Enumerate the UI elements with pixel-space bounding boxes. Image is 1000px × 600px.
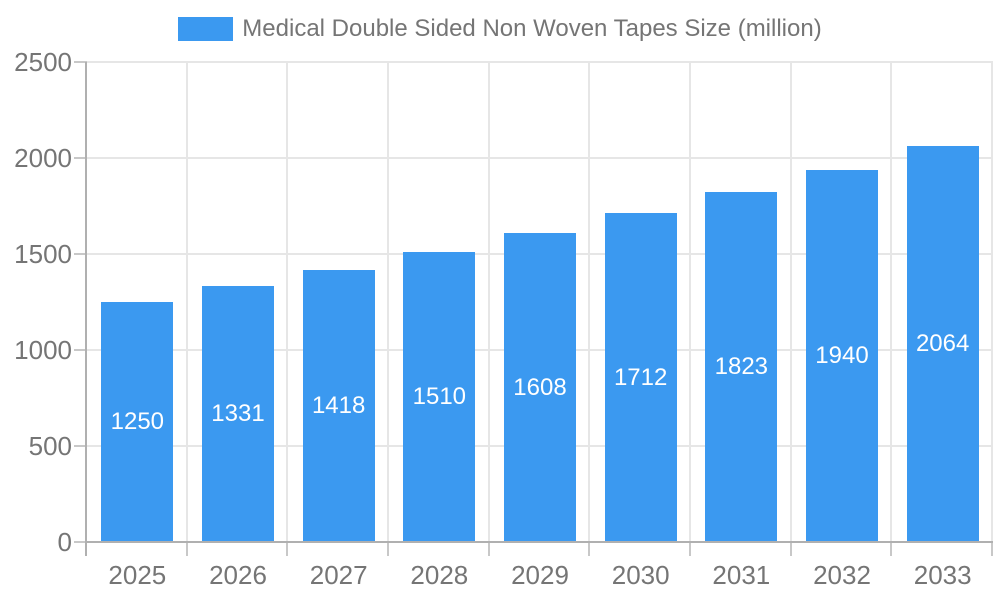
x-tick bbox=[286, 543, 289, 556]
bar-value-label: 1940 bbox=[815, 341, 869, 369]
y-tick-label: 2000 bbox=[14, 143, 72, 173]
gridline-vertical bbox=[185, 62, 188, 542]
bar[interactable]: 1418 bbox=[302, 269, 375, 542]
gridline-vertical bbox=[387, 62, 389, 542]
x-axis-line bbox=[85, 541, 993, 543]
x-tick bbox=[789, 543, 792, 556]
y-axis-line bbox=[85, 62, 87, 556]
bar-value-label: 1712 bbox=[613, 363, 668, 391]
bar[interactable]: 1331 bbox=[202, 286, 274, 542]
y-tick-label: 1000 bbox=[14, 335, 72, 365]
y-tick-label: 2500 bbox=[14, 47, 72, 77]
y-tick-label: 0 bbox=[57, 527, 72, 557]
gridline-vertical bbox=[588, 62, 591, 542]
x-tick-label: 2026 bbox=[209, 560, 267, 590]
x-tick-label: 2028 bbox=[410, 560, 469, 590]
x-tick bbox=[487, 543, 490, 556]
x-tick-label: 2031 bbox=[712, 560, 771, 590]
gridline-horizontal bbox=[87, 157, 993, 159]
bar[interactable]: 2064 bbox=[906, 145, 979, 542]
legend[interactable]: Medical Double Sided Non Woven Tapes Siz… bbox=[0, 15, 1000, 43]
gridline-vertical bbox=[487, 62, 490, 542]
bar-value-label: 1823 bbox=[714, 352, 769, 380]
x-tick-label: 2030 bbox=[611, 560, 670, 590]
bar[interactable]: 1712 bbox=[604, 213, 677, 542]
bar-value-label: 1510 bbox=[412, 383, 467, 411]
y-tick bbox=[74, 61, 87, 63]
bar[interactable]: 1250 bbox=[101, 302, 174, 542]
x-tick bbox=[588, 543, 591, 556]
bar-value-label: 1331 bbox=[211, 400, 265, 428]
x-tick-label: 2025 bbox=[108, 560, 167, 590]
bar[interactable]: 1510 bbox=[403, 252, 476, 542]
bar[interactable]: 1940 bbox=[806, 169, 878, 542]
bar[interactable]: 1823 bbox=[705, 191, 778, 542]
y-tick bbox=[74, 541, 87, 543]
y-tick bbox=[74, 445, 87, 447]
bar-value-label: 2064 bbox=[915, 329, 970, 357]
legend-swatch bbox=[178, 17, 234, 41]
bar[interactable]: 1608 bbox=[504, 233, 576, 542]
x-tick bbox=[991, 543, 993, 556]
gridline-vertical bbox=[991, 62, 993, 542]
bar-value-label: 1250 bbox=[110, 408, 165, 435]
bar-value-label: 1608 bbox=[513, 373, 567, 401]
gridline-vertical bbox=[689, 62, 691, 542]
legend-label: Medical Double Sided Non Woven Tapes Siz… bbox=[242, 15, 822, 42]
x-tick-label: 2029 bbox=[511, 560, 569, 590]
y-tick-label: 1500 bbox=[14, 239, 72, 269]
gridline-vertical bbox=[890, 62, 893, 542]
x-tick bbox=[890, 543, 893, 556]
y-tick-label: 500 bbox=[28, 431, 72, 461]
gridline-vertical bbox=[286, 62, 289, 542]
x-tick bbox=[387, 543, 389, 556]
y-tick bbox=[74, 253, 87, 255]
x-tick bbox=[689, 543, 691, 556]
plot-area: 1250 1331 1418 1510 1608 1712 1823 1940 2064 bbox=[87, 61, 993, 542]
bar-value-label: 1418 bbox=[311, 391, 366, 419]
gridline-vertical bbox=[789, 62, 792, 542]
y-tick bbox=[74, 157, 87, 159]
x-tick-label: 2033 bbox=[913, 560, 972, 590]
gridline-horizontal bbox=[87, 61, 993, 63]
y-tick bbox=[74, 349, 87, 351]
x-tick-label: 2027 bbox=[309, 560, 368, 590]
x-tick-label: 2032 bbox=[813, 560, 871, 590]
x-tick bbox=[185, 543, 188, 556]
